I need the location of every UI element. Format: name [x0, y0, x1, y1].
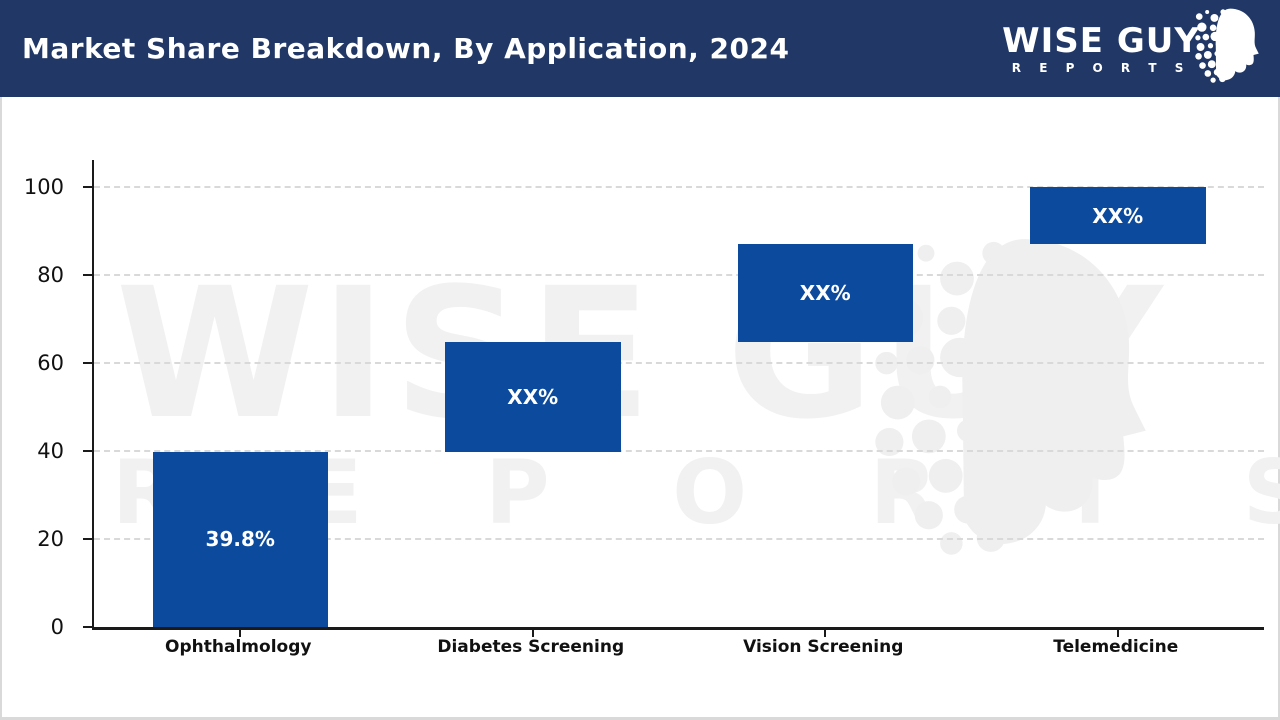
chart-canvas: WISE GUY R E P O R T S 0 20 40 60 80 100 39.8… [0, 97, 1280, 720]
logo-wordmark: WISE GUY [1002, 20, 1200, 61]
x-tick-mark [1116, 630, 1119, 637]
y-tick-label: 60 [37, 351, 64, 375]
x-category-label: Vision Screening [743, 637, 904, 657]
page-title: Market Share Breakdown, By Application, … [22, 32, 790, 65]
logo-sub-wordmark: R E P O R T S [1011, 60, 1191, 75]
y-tick-label: 0 [50, 615, 64, 639]
y-tick-label: 100 [23, 175, 64, 199]
bar-value-label: 39.8% [205, 527, 275, 552]
x-category-label: Ophthalmology [165, 637, 312, 657]
bar-telemedicine: XX% [1030, 187, 1206, 245]
gridline [94, 450, 1264, 452]
y-tick-label: 40 [37, 439, 64, 463]
header: Market Share Breakdown, By Application, … [0, 0, 1280, 97]
x-tick-mark [824, 630, 827, 637]
bar-diabetes-screening: XX% [445, 341, 621, 452]
plot-area: 39.8% XX% XX% XX% [83, 160, 1264, 637]
y-tick-mark [83, 186, 92, 188]
gridline [94, 274, 1264, 276]
y-tick-mark [83, 274, 92, 276]
y-axis-labels: 0 20 40 60 80 100 [2, 160, 80, 639]
y-tick-label: 80 [37, 263, 64, 287]
bar-value-label: XX% [799, 281, 851, 306]
x-tick-mark [531, 630, 534, 637]
bar-vision-screening: XX% [737, 244, 913, 342]
x-tick-mark [239, 630, 242, 637]
gridline [94, 186, 1264, 188]
x-axis-labels: Ophthalmology Diabetes Screening Vision Sc… [92, 637, 1262, 657]
bar-value-label: XX% [507, 384, 559, 409]
x-category-label: Diabetes Screening [437, 637, 625, 657]
bar-value-label: XX% [1092, 203, 1144, 228]
y-tick-mark [83, 362, 92, 364]
gridline [94, 538, 1264, 540]
bar-ophthalmology: 39.8% [152, 451, 328, 627]
wiseguy-face-icon [1192, 6, 1266, 92]
y-tick-mark [83, 538, 92, 540]
gridline [94, 362, 1264, 364]
y-tick-mark [83, 626, 92, 628]
x-category-label: Telemedicine [1053, 637, 1179, 657]
wiseguy-logo: WISE GUY R E P O R T S [1002, 6, 1280, 92]
logo-text: WISE GUY R E P O R T S [1002, 24, 1200, 74]
y-tick-label: 20 [37, 527, 64, 551]
y-tick-mark [83, 450, 92, 452]
